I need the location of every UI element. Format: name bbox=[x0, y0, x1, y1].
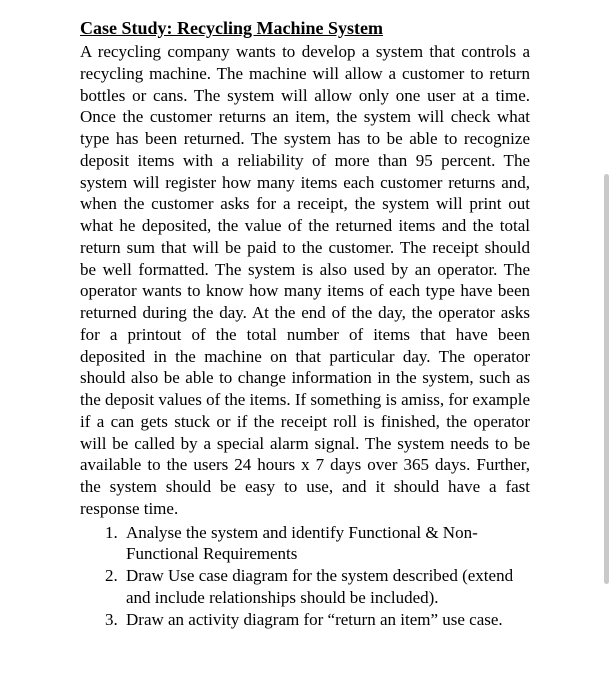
scrollbar-track[interactable] bbox=[602, 0, 610, 700]
document-page: Case Study: Recycling Machine System A r… bbox=[0, 0, 610, 700]
list-item: Draw an activity diagram for “return an … bbox=[122, 609, 530, 631]
scrollbar-thumb[interactable] bbox=[604, 174, 609, 584]
question-list: Analyse the system and identify Function… bbox=[80, 522, 530, 631]
case-study-title: Case Study: Recycling Machine System bbox=[80, 18, 530, 39]
case-study-body: A recycling company wants to develop a s… bbox=[80, 41, 530, 520]
list-item: Draw Use case diagram for the system des… bbox=[122, 565, 530, 609]
list-item: Analyse the system and identify Function… bbox=[122, 522, 530, 566]
